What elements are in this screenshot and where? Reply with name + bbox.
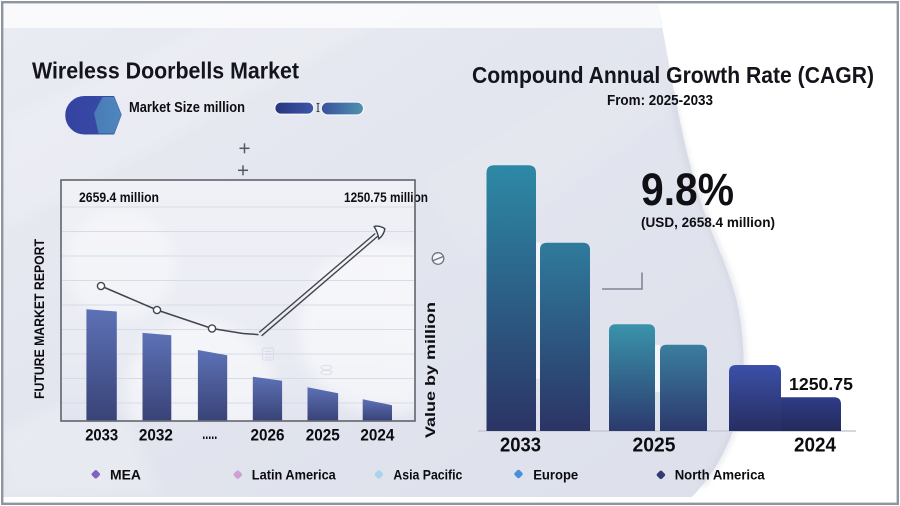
svg-text:2033: 2033 (500, 435, 541, 457)
svg-text:Asia Pacific: Asia Pacific (393, 467, 462, 483)
svg-text:MEA: MEA (110, 467, 141, 483)
svg-text:Market Size million: Market Size million (129, 99, 245, 116)
svg-text:2659.4 million: 2659.4 million (79, 189, 159, 205)
svg-text:Wireless Doorbells Market: Wireless Doorbells Market (32, 58, 299, 84)
svg-text:1250.75 million: 1250.75 million (344, 189, 428, 205)
svg-text:2033: 2033 (85, 426, 118, 445)
svg-text:9.8%: 9.8% (641, 164, 734, 215)
svg-text:2025: 2025 (633, 435, 676, 457)
svg-text:From: 2025-2033: From: 2025-2033 (607, 93, 713, 109)
svg-text:FUTURE MARKET REPORT: FUTURE MARKET REPORT (32, 238, 47, 399)
svg-text:North America: North America (675, 467, 765, 483)
svg-text:Latin America: Latin America (252, 467, 336, 483)
svg-text:Value by million: Value by million (423, 302, 438, 438)
svg-text:Compound Annual Growth Rate (C: Compound Annual Growth Rate (CAGR) (472, 62, 874, 88)
svg-text:.....: ..... (202, 424, 217, 443)
svg-text:2024: 2024 (360, 426, 394, 445)
svg-text:2024: 2024 (794, 435, 837, 457)
svg-text:2026: 2026 (251, 426, 285, 445)
svg-text:2025: 2025 (306, 426, 340, 445)
svg-text:2032: 2032 (139, 426, 173, 445)
svg-text:Europe: Europe (533, 467, 578, 483)
svg-text:(USD, 2658.4 million): (USD, 2658.4 million) (641, 214, 775, 230)
svg-text:1250.75: 1250.75 (789, 374, 853, 394)
